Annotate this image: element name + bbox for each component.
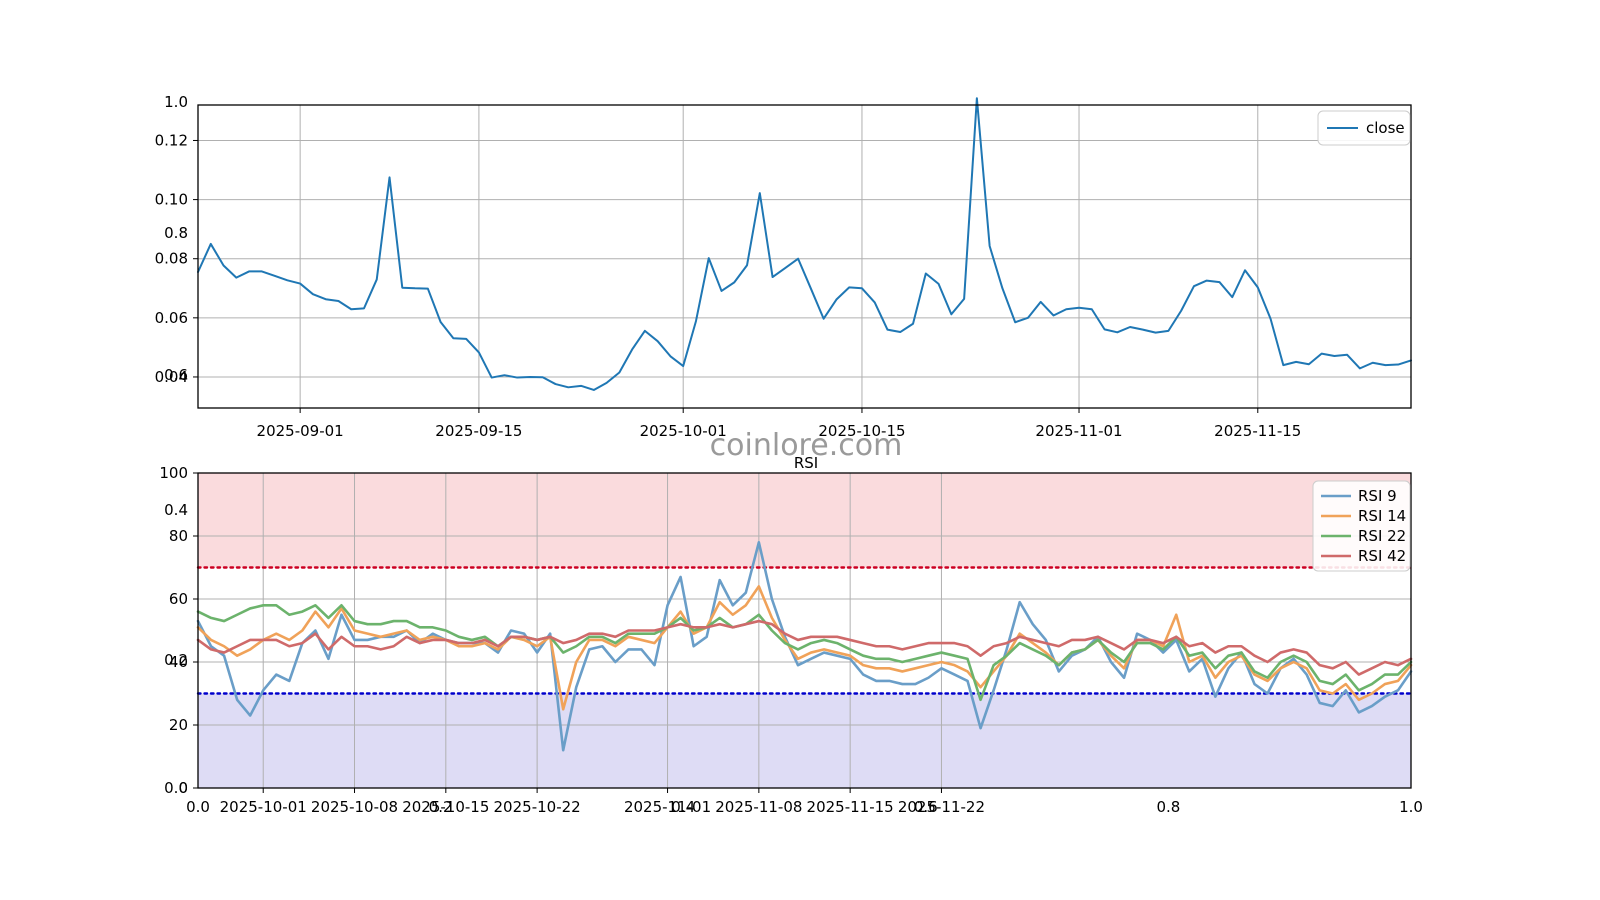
price-y-tick: 0.08 [155, 250, 188, 268]
price-x-tick: 2025-10-15 [818, 422, 905, 440]
rsi-y-tick-labels: 0 20 40 60 80 100 [159, 464, 198, 797]
price-y-tick: 0.12 [155, 131, 188, 149]
price-y-tick-overlap: 0.8 [164, 224, 188, 242]
coinlore-watermark: coinlore.com [710, 428, 903, 463]
price-x-tick: 2025-11-15 [1214, 422, 1301, 440]
rsi-zone-bands [198, 473, 1411, 788]
price-plot-frame [197, 104, 1412, 409]
rsi-x-tick-overlap: 1.0 [1399, 798, 1423, 816]
price-gridlines [198, 105, 1411, 408]
price-panel: 0.04 0.06 0.08 0.10 0.12 0.6 0.8 1.0 2025-09-0… [155, 93, 1412, 440]
rsi-series-rsi-14 [196, 585, 1413, 711]
rsi-series-rsi-42 [196, 619, 1413, 676]
rsi-y-tick: 40 [169, 653, 188, 671]
rsi-y-tick: 20 [169, 716, 188, 734]
price-legend[interactable]: close [1317, 110, 1411, 146]
price-legend-label[interactable]: close [1366, 119, 1405, 137]
rsi-y-tick-overlap: 0.4 [164, 501, 188, 519]
rsi-legend-frame [1312, 480, 1411, 572]
price-y-tick-overlap: 0.6 [164, 366, 188, 384]
price-y-tick: 0.10 [155, 191, 188, 209]
price-y-tick-labels: 0.04 0.06 0.08 0.10 0.12 [155, 131, 198, 386]
price-series-close [197, 97, 1412, 391]
price-y-tick: 0.06 [155, 309, 188, 327]
rsi-oversold-band [198, 693, 1411, 788]
rsi-x-tick: 2025-10-22 [494, 798, 581, 816]
price-series-group [197, 97, 1412, 391]
rsi-series-rsi-22 [196, 604, 1413, 702]
rsi-y-tick: 100 [159, 464, 188, 482]
rsi-threshold-lines [196, 566, 1413, 695]
rsi-x-tick: 2025-10-01 [220, 798, 307, 816]
rsi-x-tick-overlap: 0.0 [186, 798, 210, 816]
rsi-y-tick: 0 [178, 779, 188, 797]
rsi-x-tick-overlap: 0.4 [671, 798, 695, 816]
rsi-plot-frame [197, 472, 1412, 789]
rsi-x-tick: 2025-11-08 [715, 798, 802, 816]
price-x-tick: 2025-09-15 [435, 422, 522, 440]
rsi-x-tick: 2025-11-22 [898, 798, 985, 816]
rsi-axes-title: RSI [794, 454, 818, 472]
rsi-x-tick-overlap: 0.8 [1156, 798, 1180, 816]
price-legend-frame [1317, 110, 1411, 146]
rsi-y-tick: 80 [169, 527, 188, 545]
rsi-y-tick-overlap: 0.2 [164, 651, 188, 669]
price-x-tick: 2025-10-01 [640, 422, 727, 440]
rsi-series-rsi-9 [196, 541, 1413, 752]
rsi-x-tick: 2025-11-01 [624, 798, 711, 816]
price-y-tick: 0.04 [155, 368, 188, 386]
rsi-legend-label[interactable]: RSI 9 [1358, 487, 1397, 505]
price-y-tick-overlap: 1.0 [164, 93, 188, 111]
price-x-tick-labels: 2025-09-01 2025-09-15 2025-10-01 2025-10-15… [257, 408, 1301, 440]
rsi-x-tick: 2025-10-15 [402, 798, 489, 816]
rsi-legend-label[interactable]: RSI 42 [1358, 547, 1406, 565]
price-x-tick: 2025-11-01 [1035, 422, 1122, 440]
rsi-x-tick-labels: 2025-10-01 2025-10-08 2025-10-15 2025-10-22… [220, 788, 985, 816]
rsi-x-tick: 2025-10-08 [311, 798, 398, 816]
rsi-legend-label[interactable]: RSI 22 [1358, 527, 1406, 545]
rsi-x-tick-overlap: 0.6 [914, 798, 938, 816]
rsi-legend[interactable]: RSI 9 RSI 14 RSI 22 RSI 42 [1312, 480, 1411, 572]
rsi-series-group [196, 541, 1413, 752]
price-y-tick-labels-overlap: 0.6 0.8 1.0 [164, 93, 188, 384]
rsi-y-tick-overlap: 0.0 [164, 779, 188, 797]
rsi-y-tick: 60 [169, 590, 188, 608]
rsi-overbought-band [198, 473, 1411, 568]
rsi-x-tick: 2025-11-15 [807, 798, 894, 816]
rsi-legend-label[interactable]: RSI 14 [1358, 507, 1406, 525]
rsi-x-tick-overlap: 0.2 [429, 798, 453, 816]
rsi-y-tick-labels-overlap: 0.0 0.2 0.4 [164, 501, 188, 797]
rsi-x-tick-labels-overlap: 0.0 0.2 0.4 0.6 0.8 1.0 [186, 798, 1423, 816]
price-x-tick: 2025-09-01 [257, 422, 344, 440]
